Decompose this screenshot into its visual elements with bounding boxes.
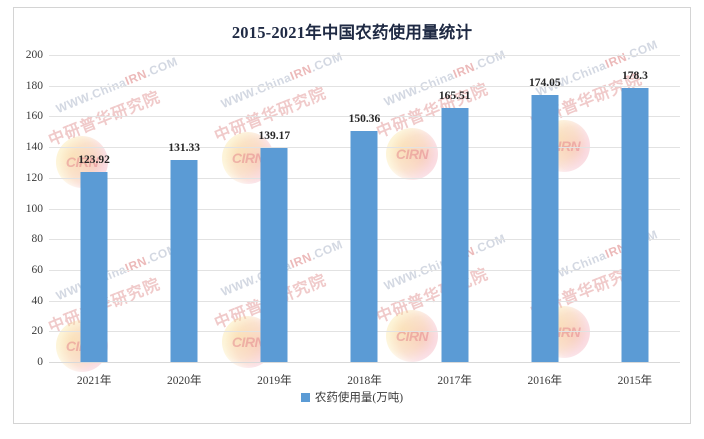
x-axis-tick-label: 2021年 — [76, 375, 112, 387]
bar[interactable] — [260, 148, 288, 362]
x-axis-tick-label: 2019年 — [257, 375, 292, 387]
y-axis-tick-label: 200 — [25, 49, 43, 61]
legend-label: 农药使用量(万吨) — [314, 392, 404, 404]
chart-title: 2015-2021年中国农药使用量统计 — [231, 23, 473, 42]
bar-group: 178.3 2015年 — [590, 55, 680, 387]
bar[interactable] — [441, 107, 469, 362]
bar[interactable] — [170, 160, 198, 362]
bar-value-label: 174.05 — [528, 76, 561, 89]
gridline: 200 — [26, 49, 680, 61]
gridline: 180 — [26, 80, 680, 92]
y-axis-tick-label: 120 — [25, 171, 43, 184]
bar-value-label: 139.17 — [258, 130, 291, 143]
chart-container: 2015-2021年中国农药使用量统计 WWW.ChinaIRN.COM WWW.… — [13, 7, 691, 424]
chart-legend: 农药使用量(万吨) — [14, 389, 690, 405]
y-axis-tick-label: 140 — [25, 141, 43, 154]
y-axis-tick-label: 0 — [37, 356, 43, 368]
gridline: 160 — [26, 110, 680, 122]
y-axis-tick-label: 20 — [31, 325, 44, 338]
bar-group: 165.51 2017年 — [410, 55, 500, 387]
x-axis-tick-label: 2015年 — [617, 375, 653, 387]
x-axis-tick-label: 2020年 — [166, 375, 202, 387]
x-axis-tick-label: 2016年 — [527, 375, 563, 387]
bar-group: 131.33 2020年 — [139, 55, 229, 387]
bar[interactable] — [350, 131, 378, 362]
bar[interactable] — [621, 88, 649, 362]
bar-group: 150.36 2018年 — [319, 55, 409, 387]
y-axis-tick-label: 80 — [31, 233, 44, 246]
y-axis-tick-label: 60 — [31, 263, 44, 276]
plot-area: 200 180 160 140 120 100 80 60 40 20 0 123.92 2021年 1… — [26, 49, 680, 387]
y-axis-tick-label: 160 — [25, 110, 43, 123]
y-axis-tick-label: 40 — [31, 294, 44, 307]
bar[interactable] — [80, 171, 108, 362]
bar[interactable] — [531, 94, 559, 362]
bar-value-label: 150.36 — [348, 113, 381, 126]
bar-value-label: 165.51 — [438, 89, 471, 102]
bar-group: 174.05 2016年 — [500, 55, 590, 387]
bar-value-label: 123.92 — [78, 153, 110, 166]
x-axis-tick-label: 2018年 — [347, 375, 382, 387]
x-axis-tick-label: 2017年 — [437, 375, 472, 387]
y-axis-tick-label: 180 — [25, 79, 43, 92]
legend-swatch-icon — [300, 392, 310, 402]
bar-value-label: 178.3 — [621, 70, 648, 83]
gridline: 0 — [37, 356, 680, 368]
bar-group: 123.92 2021年 — [49, 55, 139, 387]
bar-group: 139.17 2019年 — [229, 55, 319, 387]
y-axis-tick-label: 100 — [25, 202, 43, 215]
bar-value-label: 131.33 — [168, 142, 201, 155]
